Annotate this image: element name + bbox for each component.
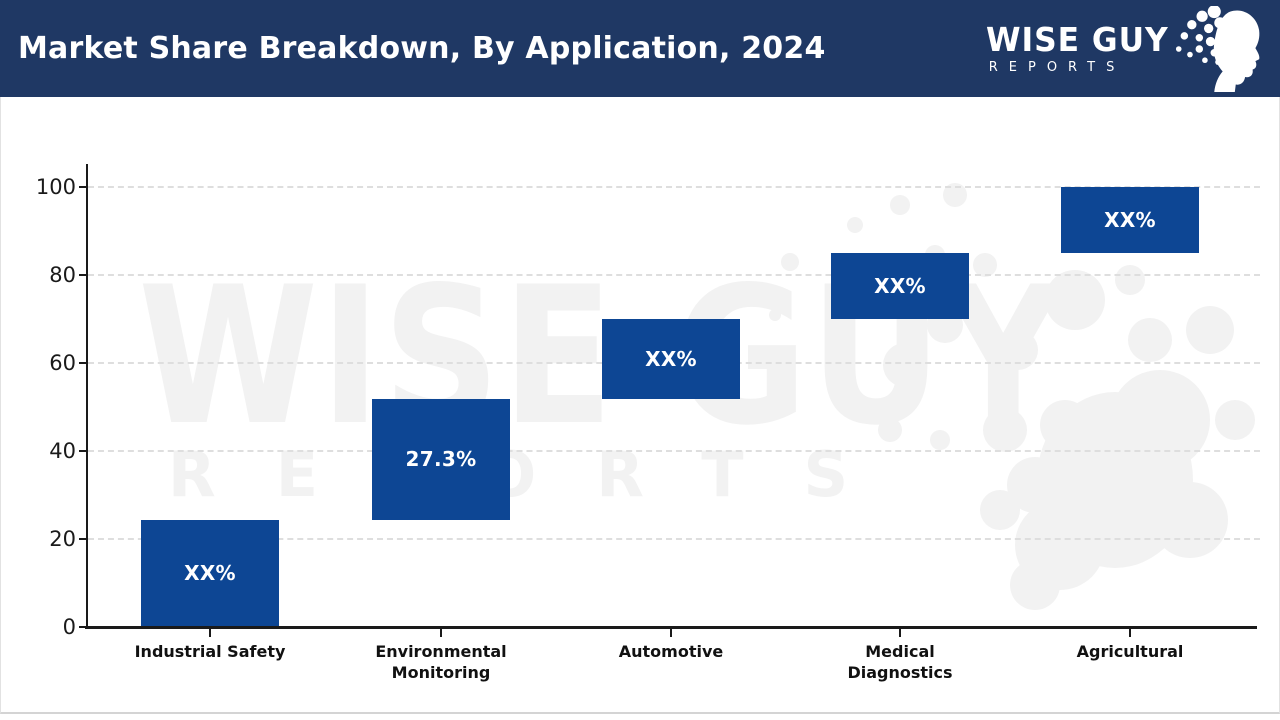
- y-tick-label: 100: [35, 174, 76, 199]
- logo-head-icon: [1175, 6, 1260, 92]
- y-tick-label: 0: [62, 615, 76, 639]
- x-tick-label-automotive: Automotive: [618, 642, 724, 661]
- header-bar: Market Share Breakdown, By Application, …: [0, 0, 1280, 97]
- x-axis-line: [85, 626, 1257, 629]
- y-tick-label: 20: [49, 526, 76, 551]
- gridline: [88, 273, 1260, 276]
- x-tick-label-industrial-safety: Industrial Safety: [134, 642, 286, 661]
- bar-agricultural: XX%: [1061, 186, 1199, 253]
- page-title: Market Share Breakdown, By Application, …: [18, 31, 826, 66]
- x-tick-label-environmental-monitoring: Environmental Monitoring: [375, 642, 507, 682]
- logo-brand-text: WISE GUY: [985, 19, 1169, 59]
- y-axis-line: [86, 164, 88, 629]
- x-tick-mark: [670, 629, 672, 637]
- bar-value-label: XX%: [645, 347, 697, 372]
- x-tick-mark: [1129, 629, 1131, 637]
- bar-value-label: 27.3%: [405, 447, 477, 472]
- y-tick-mark: [79, 185, 87, 188]
- bar-automotive: XX%: [602, 319, 740, 400]
- y-tick-label: 60: [49, 350, 76, 375]
- x-tick-label-medical-diagnostics: Medical Diagnostics: [847, 642, 953, 682]
- bar-value-label: XX%: [184, 561, 236, 586]
- logo-reports-text: REPORTS: [988, 59, 1126, 75]
- y-tick-mark: [79, 626, 87, 628]
- x-tick-label-agricultural: Agricultural: [1076, 642, 1184, 661]
- gridline: [88, 537, 1260, 540]
- bar-medical-diagnostics: XX%: [831, 252, 969, 320]
- bar-value-label: XX%: [874, 273, 926, 298]
- y-tick-mark: [79, 273, 87, 276]
- x-tick-mark: [899, 629, 901, 637]
- gridline: [88, 185, 1260, 188]
- gridline: [88, 449, 1260, 452]
- bar-industrial-safety: XX%: [141, 519, 279, 627]
- x-tick-mark: [440, 629, 442, 637]
- bar-value-label: XX%: [1104, 207, 1156, 232]
- y-tick-label: 40: [49, 438, 76, 463]
- y-tick-mark: [79, 537, 87, 540]
- wise-guy-logo: WISE GUY REPORTS: [986, 6, 1266, 92]
- y-tick-label: 80: [49, 262, 76, 287]
- y-tick-mark: [79, 361, 87, 364]
- y-tick-mark: [79, 449, 87, 452]
- x-tick-mark: [209, 629, 211, 637]
- bar-environmental-monitoring: 27.3%: [372, 399, 510, 520]
